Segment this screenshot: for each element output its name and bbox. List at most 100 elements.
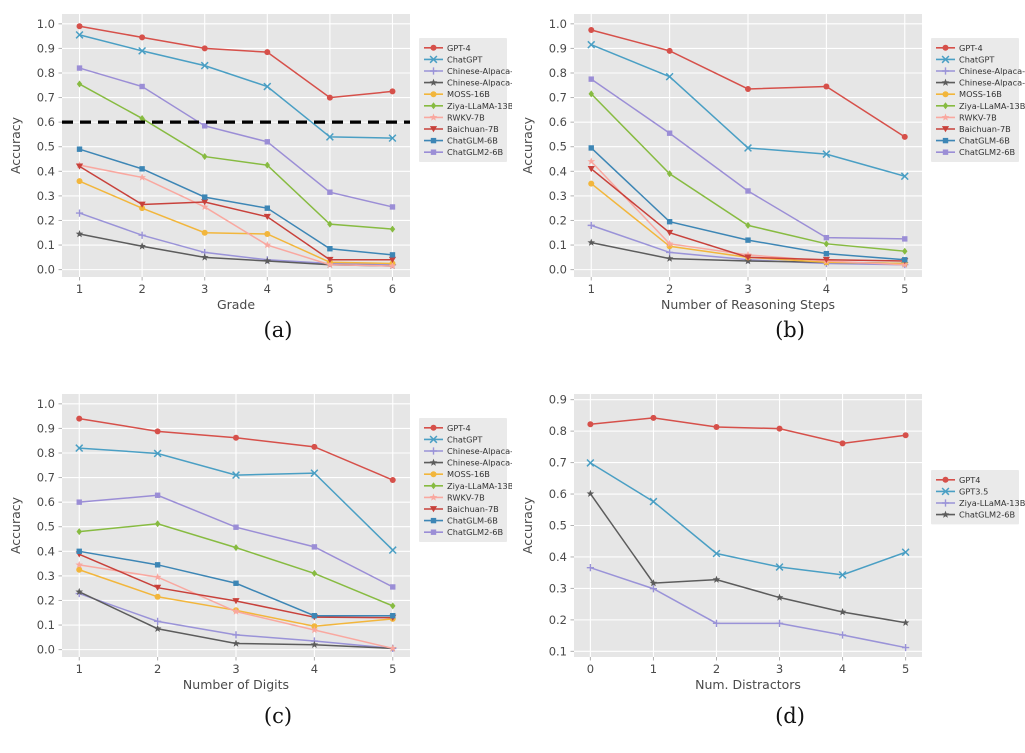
y-tick-label: 0.5 <box>37 140 55 154</box>
legend-item-chatglm2-6b[interactable]: ChatGLM2-6B <box>424 527 503 537</box>
legend-item-ziya-llama-13b[interactable]: Ziya-LLaMA-13B <box>424 101 512 111</box>
data-point-marker <box>430 482 437 490</box>
legend-label: Ziya-LLaMA-13B <box>447 101 512 111</box>
legend-item-chatgpt[interactable]: ChatGPT <box>424 54 483 64</box>
legend-item-rwkv-7b[interactable]: RWKV-7B <box>424 492 485 502</box>
legend-item-chatgpt[interactable]: ChatGPT <box>424 434 483 444</box>
data-point-marker <box>153 624 162 632</box>
data-point-marker <box>233 544 239 552</box>
y-tick-label: 0.4 <box>37 544 55 558</box>
data-point-marker <box>902 247 908 255</box>
legend-label: Chinese-Alpaca-33B <box>959 66 1025 76</box>
legend-item-chatglm2-6b[interactable]: ChatGLM2-6B <box>936 147 1015 157</box>
data-point-marker <box>586 564 594 572</box>
y-tick-label: 0.3 <box>37 189 55 203</box>
legend-item-chatgpt[interactable]: ChatGPT <box>936 54 995 64</box>
data-point-marker <box>76 80 83 88</box>
data-point-marker <box>823 250 830 257</box>
data-point-marker <box>838 631 847 639</box>
data-point-marker <box>326 260 334 268</box>
legend-item-rwkv-7b[interactable]: RWKV-7B <box>424 112 485 122</box>
data-point-marker <box>76 548 82 555</box>
legend-item-chinese-alpaca-33b[interactable]: Chinese-Alpaca-33B <box>424 66 512 76</box>
x-tick-label: 6 <box>389 282 396 296</box>
y-tick-label: 0.6 <box>549 487 567 501</box>
legend-item-gpt-4[interactable]: GPT-4 <box>424 423 471 433</box>
x-tick-label: 2 <box>138 282 145 296</box>
legend-item-rwkv-7b[interactable]: RWKV-7B <box>936 112 997 122</box>
data-point-marker <box>264 161 271 169</box>
data-point-marker <box>201 153 208 161</box>
data-point-marker <box>902 432 909 439</box>
data-point-marker <box>390 584 396 590</box>
data-point-marker <box>713 424 720 431</box>
y-axis-title: Accuracy <box>8 116 23 174</box>
y-tick-label: 0.4 <box>549 164 567 178</box>
legend-item-chinese-alpaca-13b[interactable]: Chinese-Alpaca-13B <box>424 78 512 88</box>
legend-item-moss-16b[interactable]: MOSS-16B <box>424 89 490 99</box>
data-point-marker <box>389 204 396 210</box>
legend-item-chatglm-6b[interactable]: ChatGLM-6B <box>936 136 1010 146</box>
legend-item-moss-16b[interactable]: MOSS-16B <box>424 469 490 479</box>
subfigure-caption-b: (b) <box>775 318 805 342</box>
legend-item-chinese-alpaca-13b[interactable]: Chinese-Alpaca-13B <box>424 458 512 468</box>
x-tick-label: 5 <box>902 662 909 676</box>
data-point-marker <box>430 44 437 51</box>
y-tick-label: 0.6 <box>549 115 567 129</box>
series-line <box>79 165 393 261</box>
legend-item-chatglm-6b[interactable]: ChatGLM-6B <box>424 136 498 146</box>
legend-label: GPT-4 <box>447 423 471 433</box>
y-tick-label: 0.9 <box>37 421 55 435</box>
legend-item-baichuan-7b[interactable]: Baichuan-7B <box>424 124 499 134</box>
data-point-marker <box>75 209 84 217</box>
legend-item-gpt3-5[interactable]: GPT3.5 <box>936 486 988 496</box>
series-line <box>79 148 393 256</box>
legend-item-ziya-llama-13b[interactable]: Ziya-LLaMA-13B <box>936 101 1025 111</box>
legend-item-chinese-alpaca-33b[interactable]: Chinese-Alpaca-33B <box>936 66 1025 76</box>
y-tick-label: 0.7 <box>37 471 55 485</box>
x-tick-label: 3 <box>776 662 783 676</box>
legend-item-chatglm2-6b[interactable]: ChatGLM2-6B <box>936 510 1015 520</box>
series-gpt-4 <box>76 23 396 101</box>
y-tick-label: 0.5 <box>37 520 55 534</box>
legend-item-chinese-alpaca-13b[interactable]: Chinese-Alpaca-13B <box>936 78 1025 88</box>
data-point-marker <box>76 65 83 71</box>
series-gpt-4 <box>76 415 396 484</box>
legend-item-gpt-4[interactable]: GPT-4 <box>936 43 983 53</box>
legend-item-chinese-alpaca-33b[interactable]: Chinese-Alpaca-33B <box>424 446 512 456</box>
data-point-marker <box>139 166 145 172</box>
data-point-marker <box>941 499 950 507</box>
data-point-marker <box>75 587 84 596</box>
legend-item-ziya-llama-13b[interactable]: Ziya-LLaMA-13B <box>936 498 1025 508</box>
subfigure-caption-d: (d) <box>775 704 805 728</box>
x-axis-title: Num. Distractors <box>695 677 801 692</box>
data-point-marker <box>430 102 437 110</box>
y-tick-label: 0.3 <box>549 189 567 203</box>
data-point-marker <box>310 469 319 478</box>
legend-item-baichuan-7b[interactable]: Baichuan-7B <box>424 504 499 514</box>
data-point-marker <box>76 178 83 185</box>
x-tick-label: 5 <box>326 282 333 296</box>
data-point-marker <box>586 458 595 467</box>
y-tick-label: 0.0 <box>37 263 55 277</box>
series-chatglm2-6b <box>588 76 908 242</box>
y-tick-label: 0.1 <box>37 238 55 252</box>
data-point-marker <box>76 415 83 422</box>
data-point-marker <box>901 548 910 557</box>
legend-item-gpt4[interactable]: GPT4 <box>936 475 981 485</box>
legend-item-ziya-llama-13b[interactable]: Ziya-LLaMA-13B <box>424 481 512 491</box>
data-point-marker <box>389 225 396 233</box>
y-tick-label: 1.0 <box>549 17 567 31</box>
legend-label: Baichuan-7B <box>959 124 1011 134</box>
legend-item-gpt-4[interactable]: GPT-4 <box>424 43 471 53</box>
legend-item-chatglm-6b[interactable]: ChatGLM-6B <box>424 516 498 526</box>
legend-item-moss-16b[interactable]: MOSS-16B <box>936 89 1002 99</box>
data-point-marker <box>429 435 438 444</box>
data-point-marker <box>263 257 272 265</box>
legend-label: Baichuan-7B <box>447 124 499 134</box>
data-point-marker <box>776 425 783 432</box>
legend-item-chatglm2-6b[interactable]: ChatGLM2-6B <box>424 147 503 157</box>
x-tick-label: 3 <box>201 282 208 296</box>
legend-label: GPT3.5 <box>959 486 988 496</box>
legend-item-baichuan-7b[interactable]: Baichuan-7B <box>936 124 1011 134</box>
